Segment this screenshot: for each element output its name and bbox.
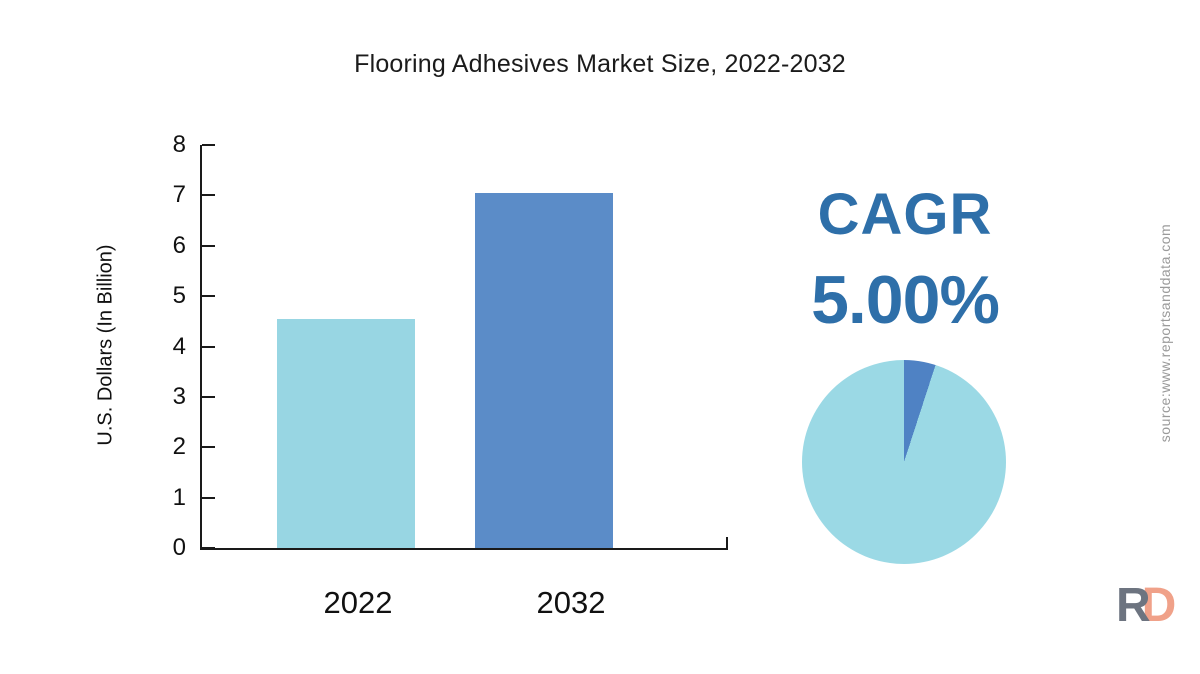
cagr-block: CAGR 5.00% bbox=[775, 180, 1035, 342]
y-tick-mark-0 bbox=[202, 547, 215, 549]
y-axis-label: U.S. Dollars (In Billion) bbox=[94, 244, 117, 446]
y-tick-label-5: 5 bbox=[172, 282, 186, 310]
x-axis-label-2022: 2022 bbox=[323, 585, 393, 620]
y-tick-mark-3 bbox=[202, 395, 215, 398]
y-tick-label-6: 6 bbox=[172, 231, 186, 259]
y-tick-mark-4 bbox=[202, 345, 215, 348]
logo-letter-d: D bbox=[1141, 579, 1177, 632]
bar-2022 bbox=[277, 319, 415, 548]
y-tick-label-7: 7 bbox=[172, 181, 186, 209]
y-tick-mark-5 bbox=[202, 295, 215, 298]
x-axis-label-2032: 2032 bbox=[536, 585, 606, 620]
chart-title: Flooring Adhesives Market Size, 2022-203… bbox=[354, 50, 846, 78]
bar-plot-area: 0 1 2 3 4 5 6 7 8 bbox=[173, 131, 728, 561]
y-tick-mark-6 bbox=[202, 244, 215, 247]
bar-2032 bbox=[475, 193, 613, 548]
y-tick-mark-1 bbox=[202, 496, 215, 499]
y-tick-mark-2 bbox=[202, 446, 215, 449]
x-axis-labels: 2022 2032 bbox=[200, 585, 728, 625]
y-tick-label-3: 3 bbox=[172, 382, 186, 410]
source-credit: source:www.reportsanddata.com bbox=[1157, 223, 1173, 443]
cagr-label: CAGR bbox=[817, 182, 993, 247]
y-tick-label-4: 4 bbox=[172, 332, 186, 360]
cagr-value: 5.00% bbox=[811, 262, 1000, 338]
logo-letter-r: R bbox=[1116, 579, 1151, 632]
y-tick-label-8: 8 bbox=[172, 131, 186, 158]
y-tick-mark-7 bbox=[202, 194, 215, 197]
y-tick-label-1: 1 bbox=[172, 483, 186, 511]
x-axis-end-tick bbox=[726, 537, 728, 548]
y-tick-label-0: 0 bbox=[172, 534, 186, 561]
cagr-pie-chart bbox=[802, 360, 1006, 564]
reports-and-data-logo: RD bbox=[1116, 582, 1176, 630]
y-tick-label-2: 2 bbox=[172, 433, 186, 461]
y-tick-mark-8 bbox=[202, 144, 215, 146]
